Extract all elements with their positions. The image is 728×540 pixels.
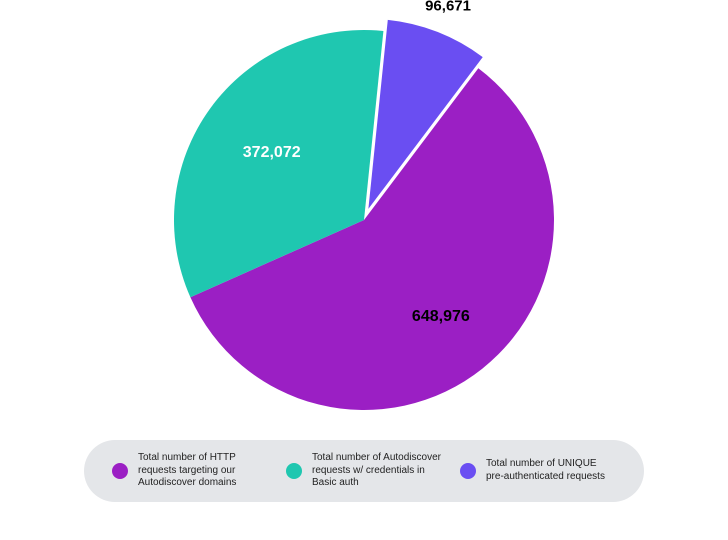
pie-chart [0, 0, 728, 440]
legend-label: Total number of HTTP requests targeting … [138, 452, 268, 490]
legend-item: Total number of UNIQUE pre-authenticated… [460, 458, 616, 483]
legend-item: Total number of Autodiscover requests w/… [286, 452, 442, 490]
slice-value-label: 96,671 [425, 0, 471, 14]
legend: Total number of HTTP requests targeting … [84, 440, 644, 502]
legend-label: Total number of Autodiscover requests w/… [312, 452, 442, 490]
legend-swatch [460, 463, 476, 479]
slice-value-label: 372,072 [243, 144, 301, 162]
legend-item: Total number of HTTP requests targeting … [112, 452, 268, 490]
legend-swatch [112, 463, 128, 479]
pie-chart-container: 648,976 372,072 96,671 [0, 0, 728, 440]
legend-label: Total number of UNIQUE pre-authenticated… [486, 458, 616, 483]
legend-swatch [286, 463, 302, 479]
slice-value-label: 648,976 [412, 308, 470, 326]
